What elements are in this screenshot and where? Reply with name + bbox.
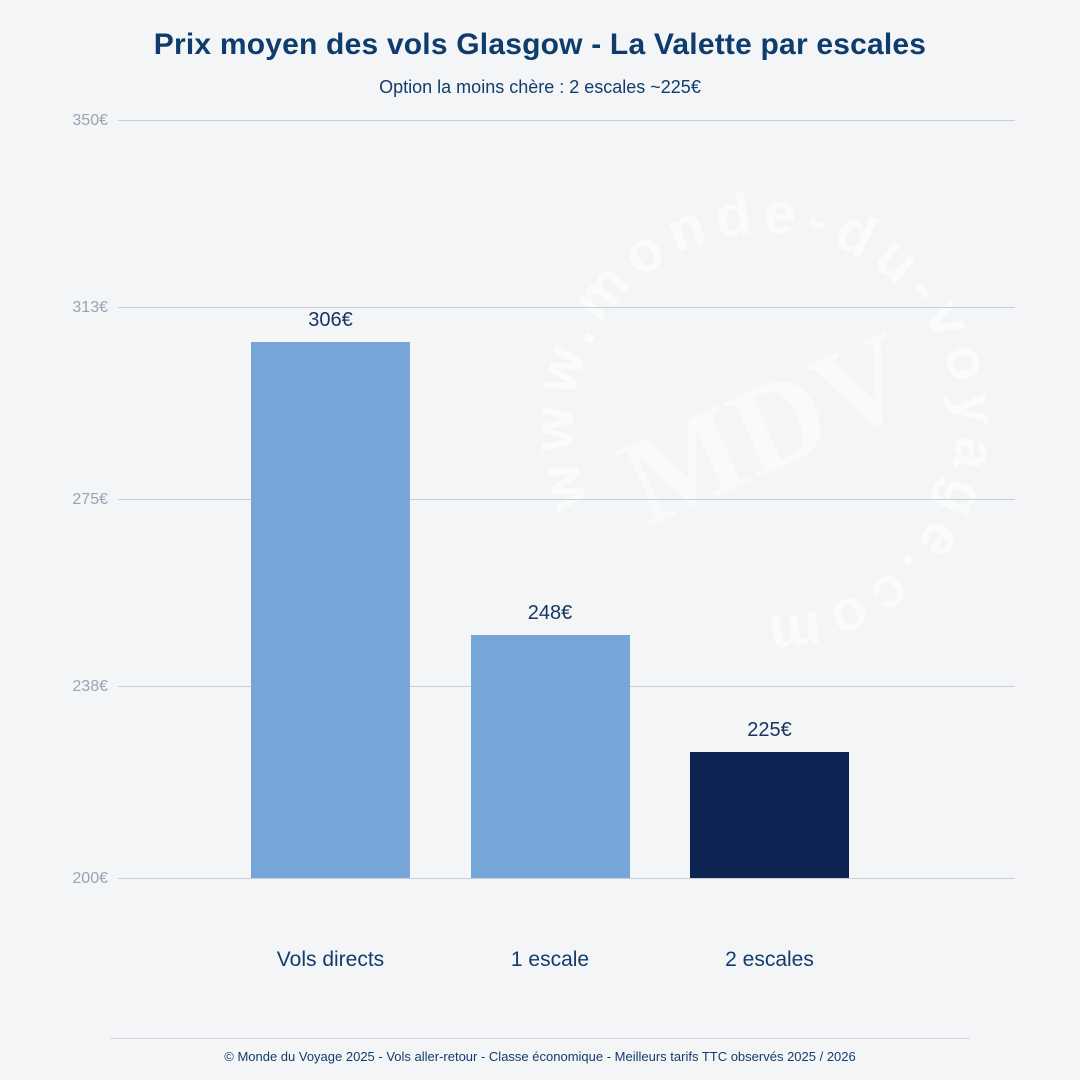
gridline <box>118 499 1015 500</box>
bar-value-label: 225€ <box>747 718 792 741</box>
x-category-label: 2 escales <box>725 948 814 971</box>
bar-2-escales <box>690 751 849 878</box>
bar-vols-directs <box>251 342 410 878</box>
y-tick-label: 350€ <box>72 112 108 129</box>
gridline <box>118 306 1015 308</box>
y-tick-label: 275€ <box>72 491 108 508</box>
y-tick-label: 200€ <box>72 870 108 887</box>
gridline <box>118 878 1015 879</box>
chart-subtitle: Option la moins chère : 2 escales ~225€ <box>379 77 701 97</box>
gridline <box>118 120 1015 121</box>
bar-value-label: 248€ <box>527 602 573 625</box>
chart-title: Prix moyen des vols Glasgow - La Valette… <box>153 28 927 61</box>
bar-1-escale <box>470 635 630 878</box>
y-tick-label: 313€ <box>72 298 108 316</box>
footer-credit: © Monde du Voyage 2025 - Vols aller-reto… <box>224 1049 856 1064</box>
footer-divider <box>110 1038 970 1039</box>
x-category-label: 1 escale <box>510 948 590 971</box>
x-category-label: Vols directs <box>276 948 385 971</box>
y-tick-label: 238€ <box>72 677 108 695</box>
bar-value-label: 306€ <box>308 309 353 332</box>
